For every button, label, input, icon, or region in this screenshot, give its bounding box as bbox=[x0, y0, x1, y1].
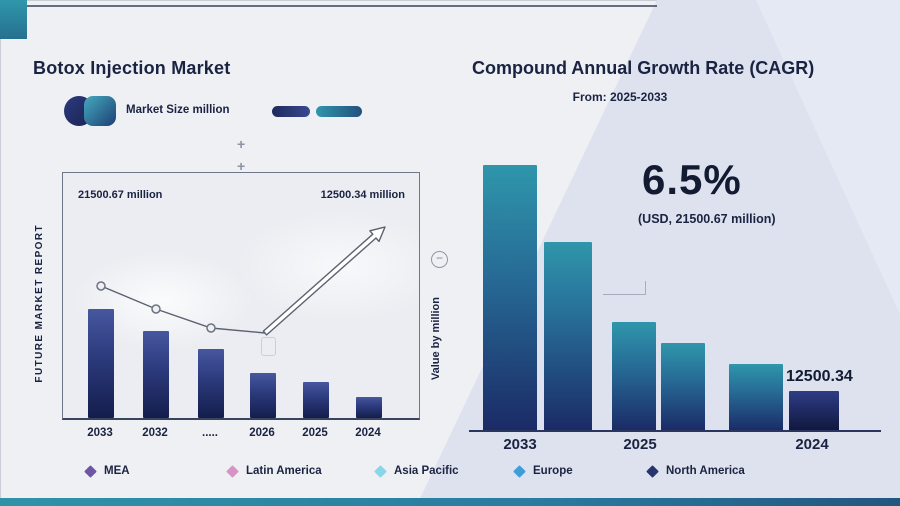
legend-diamond-icon bbox=[84, 464, 97, 478]
future-market-report-label: FUTURE MARKET REPORT bbox=[34, 224, 45, 383]
left-chart: 21500.67 million 12500.34 million bbox=[62, 172, 420, 420]
legend-diamond-icon bbox=[646, 464, 659, 478]
legend-diamond-icon bbox=[513, 464, 526, 478]
trend-line bbox=[100, 285, 266, 334]
trend-marker bbox=[96, 281, 106, 291]
right-xlabel: 2025 bbox=[623, 436, 657, 453]
legend-label: Europe bbox=[533, 465, 573, 477]
legend-diamond-icon bbox=[374, 464, 387, 478]
growth-arrow-icon bbox=[262, 226, 386, 336]
plus-icon: + bbox=[237, 158, 246, 174]
legend-label: Latin America bbox=[246, 465, 322, 477]
right-xlabel: 2033 bbox=[503, 436, 537, 453]
right-bar-3 bbox=[612, 322, 656, 431]
top-rule bbox=[27, 5, 657, 7]
corner-accent bbox=[0, 0, 27, 39]
legend-item-north-america: North America bbox=[646, 464, 745, 478]
cagr-value: 6.5% bbox=[642, 156, 742, 203]
annotation-start-value: 21500.67 million bbox=[78, 189, 163, 201]
legend-label: North America bbox=[666, 465, 745, 477]
legend-label: Asia Pacific bbox=[394, 465, 459, 477]
left-bar-2026 bbox=[250, 373, 276, 418]
left-bar-2033 bbox=[88, 309, 114, 418]
cagr-note: (USD, 21500.67 million) bbox=[638, 212, 776, 226]
left-bar-2024 bbox=[356, 397, 382, 418]
right-bar-5 bbox=[729, 364, 783, 431]
legend-item-europe: Europe bbox=[513, 464, 573, 478]
teal-pill bbox=[316, 106, 362, 117]
minus-icon: − bbox=[431, 251, 448, 268]
right-bar-2 bbox=[544, 242, 592, 431]
left-xlabel: 2032 bbox=[142, 427, 168, 439]
left-xlabel: 2025 bbox=[302, 427, 328, 439]
legend-item-latin-america: Latin America bbox=[226, 464, 322, 478]
region-legend: MEA Latin America Asia Pacific Europe North … bbox=[0, 464, 900, 487]
minus-glyph: − bbox=[435, 251, 443, 265]
trend-marker bbox=[151, 304, 161, 314]
right-bar-1 bbox=[483, 165, 537, 431]
annotation-end-value: 12500.34 million bbox=[320, 189, 405, 201]
left-chart-title: Botox Injection Market bbox=[33, 58, 231, 78]
ghost-document-icon bbox=[261, 337, 276, 356]
legend-diamond-icon bbox=[226, 464, 239, 478]
left-xlabel: ..... bbox=[202, 427, 218, 439]
right-bar-6 bbox=[789, 391, 839, 431]
left-xlabel: 2024 bbox=[355, 427, 381, 439]
legend-item-mea: MEA bbox=[84, 464, 130, 478]
left-bar-..... bbox=[198, 349, 224, 418]
plus-icon: + bbox=[237, 136, 246, 152]
left-xlabel: 2033 bbox=[87, 427, 113, 439]
market-size-label: Market Size million bbox=[126, 104, 230, 116]
right-xlabel: 2024 bbox=[795, 436, 829, 453]
right-chart-annotation: 12500.34 bbox=[786, 368, 853, 385]
legend-item-asia-pacific: Asia Pacific bbox=[374, 464, 459, 478]
market-size-legend: Market Size million bbox=[64, 96, 404, 128]
left-bar-2025 bbox=[303, 382, 329, 418]
right-bar-4 bbox=[661, 343, 705, 431]
right-chart-subtitle: From: 2025-2033 bbox=[572, 90, 668, 104]
legend-label: MEA bbox=[104, 465, 130, 477]
left-bar-2032 bbox=[143, 331, 169, 418]
market-size-icon bbox=[64, 96, 116, 126]
left-xlabel: 2026 bbox=[249, 427, 275, 439]
navy-pill bbox=[272, 106, 310, 117]
decorative-step-line bbox=[603, 281, 646, 295]
value-by-million-label: Value by million bbox=[430, 297, 442, 381]
trend-marker bbox=[206, 323, 216, 333]
bottom-accent-bar bbox=[0, 498, 900, 506]
right-chart-title: Compound Annual Growth Rate (CAGR) bbox=[472, 58, 815, 78]
trend-arrow bbox=[96, 226, 386, 336]
left-chart-xlabels: 2033 2032..... 2026 2025 2024 bbox=[62, 427, 420, 443]
right-chart-axis bbox=[469, 430, 881, 432]
